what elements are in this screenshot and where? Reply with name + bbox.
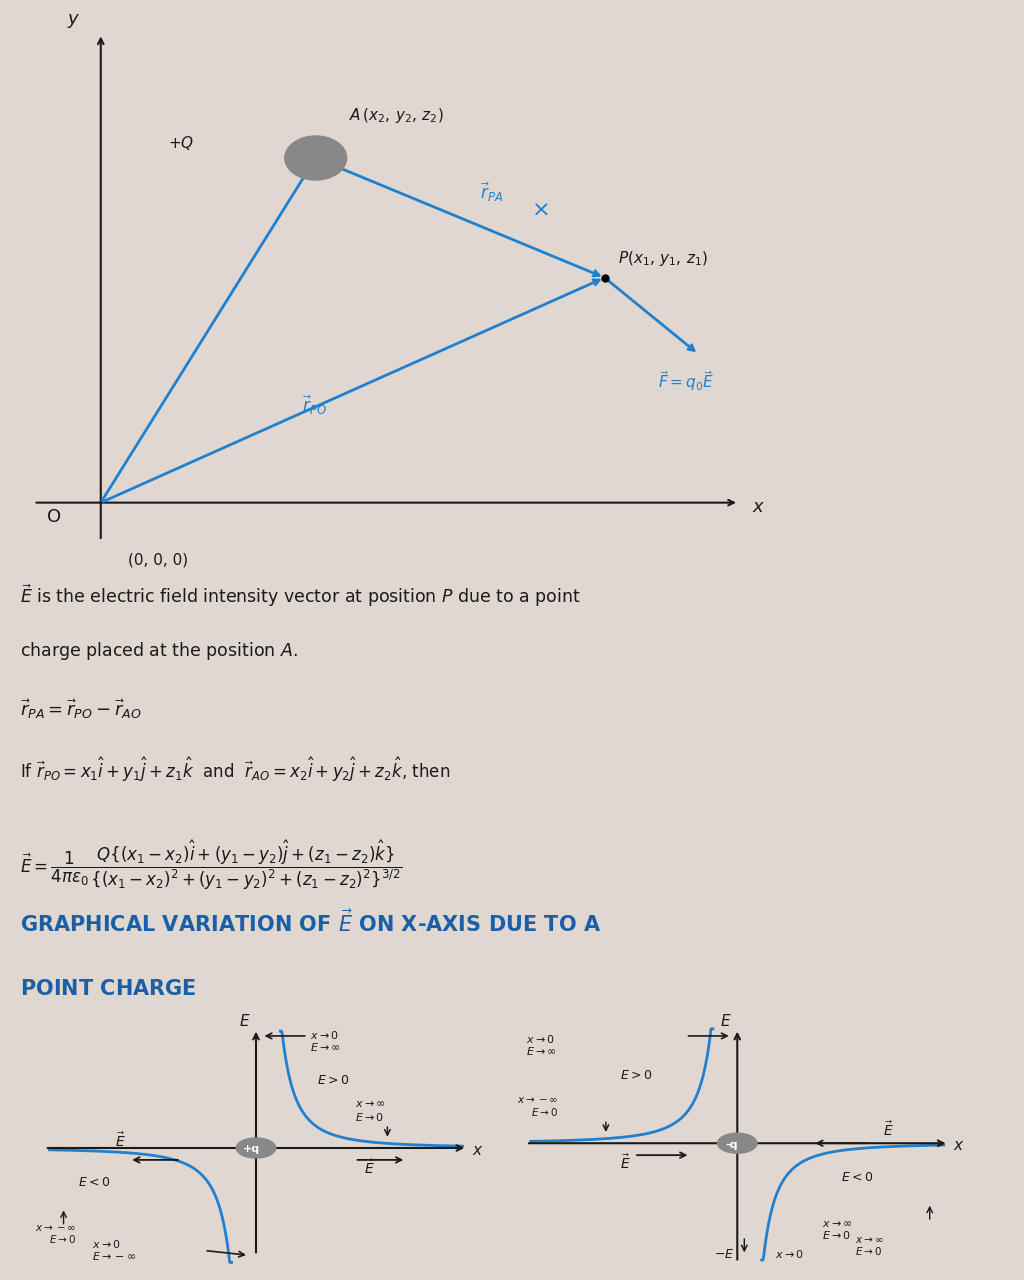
Text: $E<0$: $E<0$: [78, 1176, 110, 1189]
Text: y: y: [68, 10, 78, 28]
Text: $x\rightarrow 0$: $x\rightarrow 0$: [310, 1029, 339, 1042]
Text: $\vec{E}$: $\vec{E}$: [115, 1132, 126, 1149]
Text: $E\rightarrow 0$: $E\rightarrow 0$: [855, 1245, 882, 1257]
Text: $\times$: $\times$: [530, 200, 548, 219]
Text: $\vec{r}_{PO}$: $\vec{r}_{PO}$: [302, 393, 327, 417]
Text: E: E: [721, 1014, 730, 1029]
Text: O: O: [47, 508, 61, 526]
Text: $\vec{E}$: $\vec{E}$: [364, 1158, 375, 1178]
Text: $-E$: $-E$: [714, 1248, 734, 1261]
Text: $x\rightarrow\infty$: $x\rightarrow\infty$: [821, 1219, 852, 1229]
Text: $x\rightarrow 0$: $x\rightarrow 0$: [526, 1033, 555, 1044]
Text: $\mathbf{G}$RAPHICAL $\mathbf{V}$ARIATION OF $\vec{E}$ ON $\mathbf{X}$-$\mathbf{: $\mathbf{G}$RAPHICAL $\mathbf{V}$ARIATIO…: [20, 909, 602, 936]
Text: $E>0$: $E>0$: [317, 1074, 349, 1087]
Text: $x\rightarrow 0$: $x\rightarrow 0$: [92, 1238, 121, 1251]
Text: $E>0$: $E>0$: [620, 1069, 652, 1082]
Text: $E\rightarrow -\infty$: $E\rightarrow -\infty$: [92, 1251, 136, 1262]
Circle shape: [718, 1133, 757, 1153]
Text: $+Q$: $+Q$: [168, 134, 195, 152]
Text: +q: +q: [243, 1144, 260, 1155]
Text: $\vec{E}$: $\vec{E}$: [620, 1153, 631, 1172]
Text: $\mathbf{P}$OINT $\mathbf{C}$HARGE: $\mathbf{P}$OINT $\mathbf{C}$HARGE: [20, 979, 197, 1000]
Text: x: x: [472, 1143, 481, 1158]
Text: $x\rightarrow -\infty$: $x\rightarrow -\infty$: [36, 1224, 77, 1234]
Text: $A\,(x_2,\,y_2,\,z_2)$: $A\,(x_2,\,y_2,\,z_2)$: [349, 106, 444, 124]
Text: $x\rightarrow -\infty$: $x\rightarrow -\infty$: [517, 1094, 558, 1105]
Text: $E<0$: $E<0$: [841, 1171, 872, 1184]
Circle shape: [237, 1138, 275, 1158]
Text: $P(x_1,\,y_1,\,z_1)$: $P(x_1,\,y_1,\,z_1)$: [618, 250, 709, 269]
Text: (0, 0, 0): (0, 0, 0): [128, 553, 187, 568]
Text: $E\rightarrow 0$: $E\rightarrow 0$: [530, 1106, 558, 1117]
Text: $\vec{r}_{PA} = \vec{r}_{PO} - \vec{r}_{AO}$: $\vec{r}_{PA} = \vec{r}_{PO} - \vec{r}_{…: [20, 698, 142, 722]
Text: $\vec{r}_{PA}$: $\vec{r}_{PA}$: [480, 180, 504, 204]
Text: $E\rightarrow 0$: $E\rightarrow 0$: [354, 1111, 384, 1123]
Text: x: x: [953, 1138, 963, 1153]
Text: $\vec{F}=q_0\vec{E}$: $\vec{F}=q_0\vec{E}$: [658, 369, 715, 393]
Circle shape: [285, 136, 346, 180]
Text: $E\rightarrow 0$: $E\rightarrow 0$: [821, 1229, 851, 1240]
Text: charge placed at the position $A$.: charge placed at the position $A$.: [20, 640, 298, 662]
Text: $E\rightarrow\infty$: $E\rightarrow\infty$: [310, 1042, 341, 1053]
Text: $\vec{E}$: $\vec{E}$: [883, 1120, 894, 1139]
Text: x: x: [753, 498, 763, 516]
Text: $x\rightarrow\infty$: $x\rightarrow\infty$: [855, 1235, 884, 1245]
Text: $x\rightarrow\infty$: $x\rightarrow\infty$: [354, 1100, 385, 1110]
Text: E: E: [240, 1014, 249, 1029]
Text: $\vec{E}$ is the electric field intensity vector at position $P$ due to a point: $\vec{E}$ is the electric field intensit…: [20, 582, 582, 609]
Text: $\vec{E} = \dfrac{1}{4\pi\varepsilon_0}\dfrac{Q\{(x_1-x_2)\hat{i}+(y_1-y_2)\hat{: $\vec{E} = \dfrac{1}{4\pi\varepsilon_0}\…: [20, 838, 402, 892]
Text: $E\rightarrow\infty$: $E\rightarrow\infty$: [526, 1044, 557, 1057]
Text: -q: -q: [726, 1139, 738, 1149]
Text: $E\rightarrow 0$: $E\rightarrow 0$: [49, 1234, 77, 1245]
Text: If $\vec{r}_{PO} = x_1\hat{i} + y_1\hat{j} + z_1\hat{k}$  and  $\vec{r}_{AO} = x: If $\vec{r}_{PO} = x_1\hat{i} + y_1\hat{…: [20, 755, 451, 783]
Text: $x\rightarrow 0$: $x\rightarrow 0$: [775, 1248, 804, 1260]
